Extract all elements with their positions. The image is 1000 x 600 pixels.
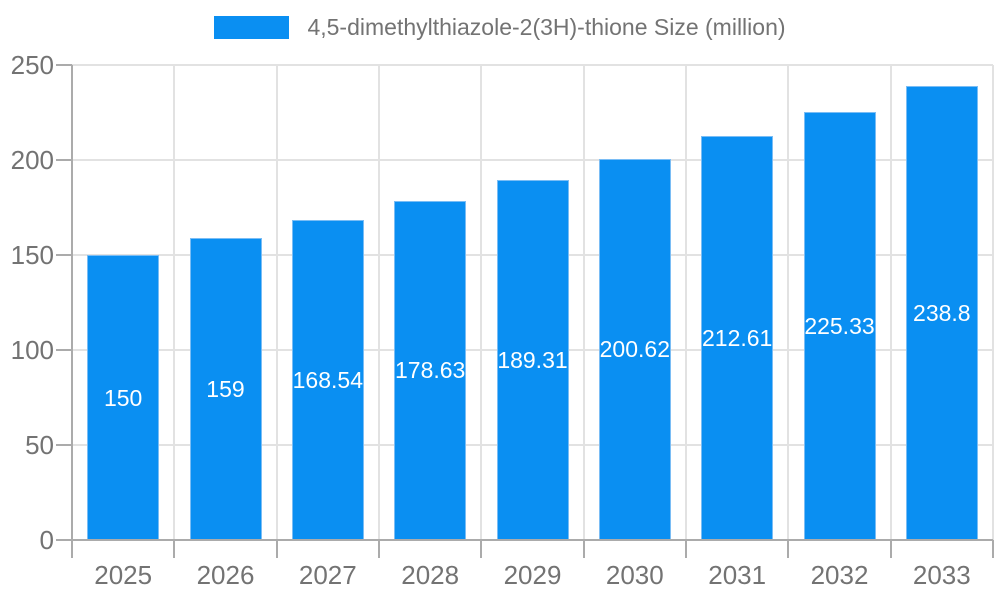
bar-2028[interactable]	[394, 200, 467, 540]
x-axis-label: 2026	[196, 560, 255, 590]
gridline-vertical	[787, 65, 790, 540]
x-axis-line	[72, 539, 993, 541]
bar-value-label: 189.31	[497, 347, 568, 374]
y-axis-tick	[56, 159, 72, 161]
x-axis-tick	[582, 540, 585, 558]
y-axis-label: 250	[10, 50, 54, 80]
x-axis-tick	[71, 540, 73, 558]
gridline-vertical	[889, 65, 892, 540]
x-axis-tick	[992, 540, 994, 558]
x-axis-label: 2033	[912, 560, 971, 590]
x-axis-tick	[889, 540, 892, 558]
x-axis-label: 2031	[708, 560, 767, 590]
bar-2031[interactable]	[701, 136, 774, 540]
x-axis-label: 2025	[94, 560, 153, 590]
x-axis-label: 2030	[605, 560, 664, 590]
bar-value-label: 150	[103, 384, 143, 411]
bar-value-label: 200.62	[599, 336, 670, 363]
bar-2029[interactable]	[496, 180, 569, 540]
bar-2025[interactable]	[87, 255, 160, 540]
gridline-horizontal	[72, 64, 993, 66]
y-axis-tick	[56, 444, 72, 446]
bar-value-label: 168.54	[292, 366, 363, 393]
gridline-horizontal	[72, 159, 993, 161]
bar-value-label: 159	[206, 375, 245, 402]
gridline-vertical	[992, 65, 994, 540]
y-axis-tick	[56, 539, 72, 541]
legend: 4,5-dimethylthiazole-2(3H)-thione Size (…	[0, 14, 1000, 41]
bar-value-label: 225.33	[804, 312, 875, 339]
x-axis-label: 2029	[503, 560, 562, 590]
legend-swatch-icon	[214, 16, 290, 39]
x-axis-tick	[685, 540, 687, 558]
bar-2027[interactable]	[291, 219, 364, 540]
gridline-vertical	[173, 65, 176, 540]
bar-value-label: 238.8	[913, 300, 971, 327]
bar-value-label: 178.63	[394, 357, 466, 384]
gridline-vertical	[582, 65, 585, 540]
y-axis-label: 200	[10, 145, 54, 175]
x-axis-tick	[275, 540, 278, 558]
y-axis-tick	[56, 349, 72, 351]
bar-2030[interactable]	[598, 158, 671, 540]
y-axis-tick	[56, 254, 72, 256]
y-axis-label: 0	[39, 525, 54, 555]
bar-2026[interactable]	[189, 237, 262, 540]
gridline-vertical	[378, 65, 380, 540]
bar-value-label: 212.61	[701, 325, 773, 352]
legend-item[interactable]: 4,5-dimethylthiazole-2(3H)-thione Size (…	[214, 14, 786, 41]
y-axis-line	[71, 65, 73, 540]
bar-2033[interactable]	[905, 86, 978, 540]
x-axis-label: 2032	[810, 560, 869, 590]
x-axis-label: 2028	[401, 560, 460, 590]
x-axis-tick	[173, 540, 176, 558]
y-axis-label: 150	[10, 240, 54, 270]
gridline-vertical	[275, 65, 278, 540]
y-axis-label: 100	[10, 335, 54, 365]
legend-label: 4,5-dimethylthiazole-2(3H)-thione Size (…	[307, 14, 786, 40]
y-axis-label: 50	[25, 430, 54, 460]
bar-2032[interactable]	[803, 111, 876, 540]
gridline-vertical	[480, 65, 483, 540]
y-axis-tick	[56, 64, 72, 66]
x-axis-tick	[787, 540, 790, 558]
x-axis-label: 2027	[298, 560, 357, 590]
x-axis-tick	[378, 540, 380, 558]
gridline-vertical	[685, 65, 687, 540]
x-axis-tick	[480, 540, 483, 558]
